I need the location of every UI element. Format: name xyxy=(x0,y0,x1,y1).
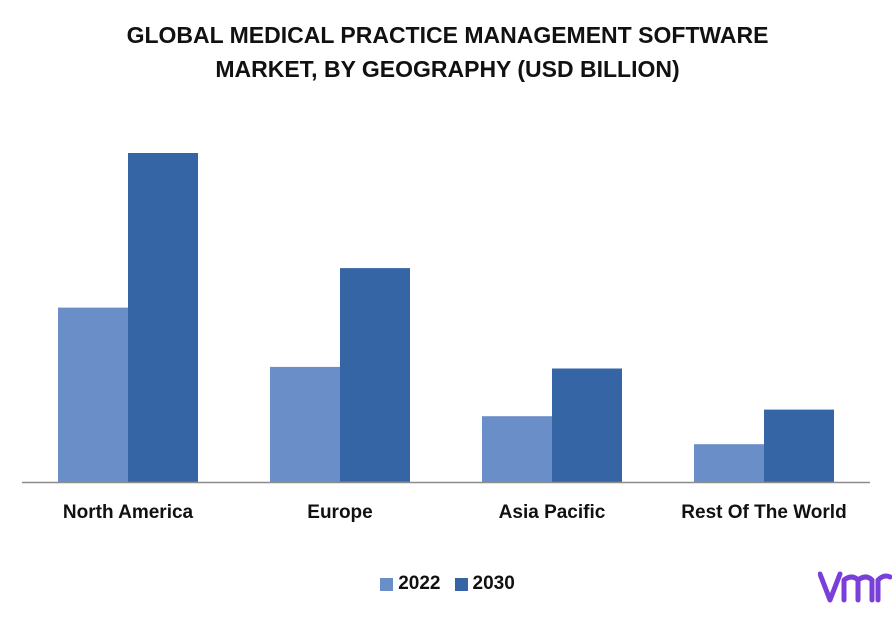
bar-2022-north-america xyxy=(58,307,128,482)
bar-2022-europe xyxy=(270,366,340,482)
bar-2022-asia-pacific xyxy=(482,416,552,482)
legend-label-2030: 2030 xyxy=(472,573,515,594)
bar-2022-rest-of-the-world xyxy=(694,444,764,482)
bar-2030-europe xyxy=(340,268,410,482)
chart-title-line-2: MARKET, BY GEOGRAPHY (USD BILLION) xyxy=(215,56,680,82)
chart-title-line-1: GLOBAL MEDICAL PRACTICE MANAGEMENT SOFTW… xyxy=(126,22,769,48)
category-label: Rest Of The World xyxy=(681,502,846,523)
bar-2030-north-america xyxy=(128,153,198,482)
vmr-logo-icon xyxy=(818,571,892,603)
bar-2030-asia-pacific xyxy=(552,368,622,482)
legend-swatch-2022 xyxy=(380,577,394,591)
legend-item-2022: 2022 xyxy=(380,573,441,595)
category-label: Europe xyxy=(307,502,372,523)
bar-2030-rest-of-the-world xyxy=(764,409,834,482)
legend-swatch-2030 xyxy=(454,577,468,591)
category-label: Asia Pacific xyxy=(499,502,606,523)
legend-item-2030: 2030 xyxy=(454,573,515,595)
legend: 2022 2030 xyxy=(0,573,895,595)
legend-label-2022: 2022 xyxy=(398,573,441,594)
category-label: North America xyxy=(63,502,194,523)
chart-title: GLOBAL MEDICAL PRACTICE MANAGEMENT SOFTW… xyxy=(0,18,895,86)
